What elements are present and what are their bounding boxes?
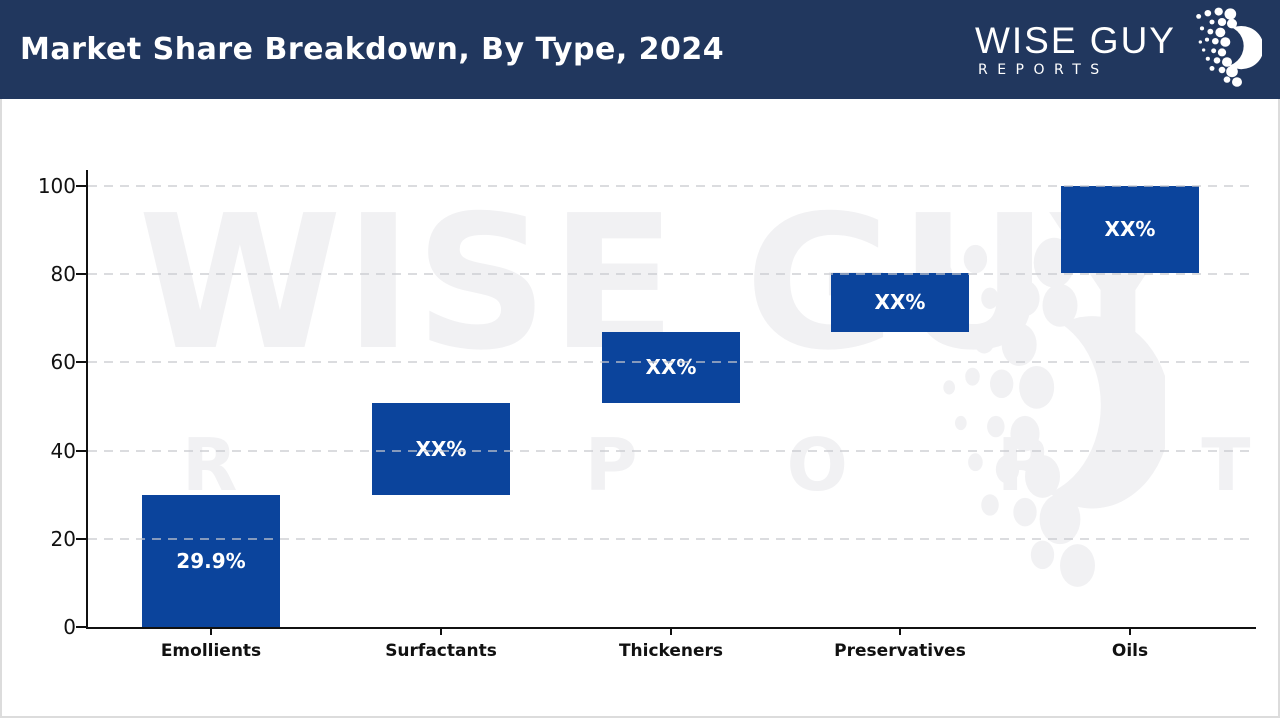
x-tick bbox=[670, 627, 672, 635]
y-tick bbox=[76, 537, 86, 540]
logo-subtitle: REPORTS bbox=[977, 61, 1109, 78]
bar-emollients: 29.9% bbox=[142, 495, 280, 627]
logo-wordmark: WISE GUY bbox=[974, 19, 1176, 61]
y-gridline bbox=[88, 185, 1256, 187]
x-axis-line bbox=[86, 627, 1256, 629]
category-label-emollients: Emollients bbox=[160, 641, 262, 661]
bar-preservatives: XX% bbox=[831, 272, 969, 332]
x-tick bbox=[210, 627, 212, 635]
bar-surfactants: XX% bbox=[372, 402, 510, 496]
bar-value-label: XX% bbox=[645, 355, 697, 380]
y-tick-label: 100 bbox=[37, 174, 76, 198]
y-axis-line bbox=[86, 170, 88, 629]
header-bar: Market Share Breakdown, By Type, 2024 WI… bbox=[0, 0, 1280, 99]
y-tick bbox=[76, 185, 86, 187]
y-tick-label: 60 bbox=[50, 350, 76, 375]
bar-value-label: XX% bbox=[874, 290, 926, 315]
y-gridline bbox=[88, 273, 1256, 276]
bar-value-label: 29.9% bbox=[176, 549, 246, 574]
category-label-thickeners: Thickeners bbox=[618, 641, 724, 661]
page-title: Market Share Breakdown, By Type, 2024 bbox=[20, 32, 725, 67]
bar-oils: XX% bbox=[1061, 186, 1199, 273]
wiseguy-logo: WISE GUY REPORTS bbox=[975, 6, 1262, 94]
waterfall-chart: 0 20 40 60 80 100 29.9% Emollients XX% Surfactant… bbox=[0, 99, 1280, 720]
y-gridline bbox=[88, 449, 1256, 452]
category-label-preservatives: Preservatives bbox=[834, 641, 966, 661]
x-tick bbox=[1129, 627, 1131, 635]
y-tick bbox=[76, 449, 86, 452]
category-label-surfactants: Surfactants bbox=[385, 641, 497, 661]
x-tick bbox=[899, 627, 901, 635]
y-tick-label: 40 bbox=[50, 438, 76, 463]
wiseguy-head-icon bbox=[1196, 7, 1262, 87]
y-tick-label: 0 bbox=[63, 615, 76, 639]
y-tick-label: 80 bbox=[50, 262, 76, 287]
x-tick bbox=[440, 627, 442, 635]
y-tick-label: 20 bbox=[50, 526, 76, 551]
y-tick bbox=[76, 361, 86, 364]
bar-value-label: XX% bbox=[415, 437, 467, 462]
category-label-oils: Oils bbox=[1111, 641, 1149, 661]
bar-value-label: XX% bbox=[1104, 217, 1156, 242]
y-gridline bbox=[88, 537, 1256, 540]
bar-thickeners: XX% bbox=[602, 331, 740, 403]
y-gridline bbox=[88, 361, 1256, 364]
y-tick bbox=[76, 273, 86, 276]
y-tick bbox=[76, 626, 86, 628]
